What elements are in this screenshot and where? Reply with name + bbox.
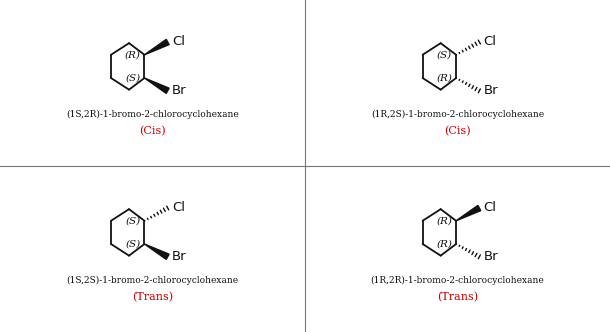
Text: Cl: Cl [172,36,185,48]
Text: Br: Br [172,250,187,263]
Text: (S): (S) [437,50,452,59]
Text: (Trans): (Trans) [132,292,173,302]
Text: (R): (R) [437,73,453,83]
Text: (S): (S) [125,239,140,249]
Text: (S): (S) [125,216,140,225]
Polygon shape [145,244,169,259]
Text: (Cis): (Cis) [139,126,166,136]
Text: (Trans): (Trans) [437,292,478,302]
Text: Br: Br [172,84,187,97]
Polygon shape [145,40,169,55]
Text: (1R,2R)-1-bromo-2-chlorocyclohexane: (1R,2R)-1-bromo-2-chlorocyclohexane [371,276,544,285]
Text: Cl: Cl [172,202,185,214]
Text: Cl: Cl [484,36,497,48]
Text: (1S,2S)-1-bromo-2-chlorocyclohexane: (1S,2S)-1-bromo-2-chlorocyclohexane [66,276,239,285]
Polygon shape [456,206,481,221]
Text: (R): (R) [437,216,453,225]
Text: (R): (R) [125,50,141,59]
Text: (1S,2R)-1-bromo-2-chlorocyclohexane: (1S,2R)-1-bromo-2-chlorocyclohexane [66,110,239,119]
Text: Cl: Cl [484,202,497,214]
Text: (Cis): (Cis) [444,126,471,136]
Text: Br: Br [484,250,498,263]
Text: (S): (S) [125,73,140,83]
Text: (R): (R) [437,239,453,249]
Text: (1R,2S)-1-bromo-2-chlorocyclohexane: (1R,2S)-1-bromo-2-chlorocyclohexane [371,110,544,119]
Polygon shape [145,78,169,93]
Text: Br: Br [484,84,498,97]
